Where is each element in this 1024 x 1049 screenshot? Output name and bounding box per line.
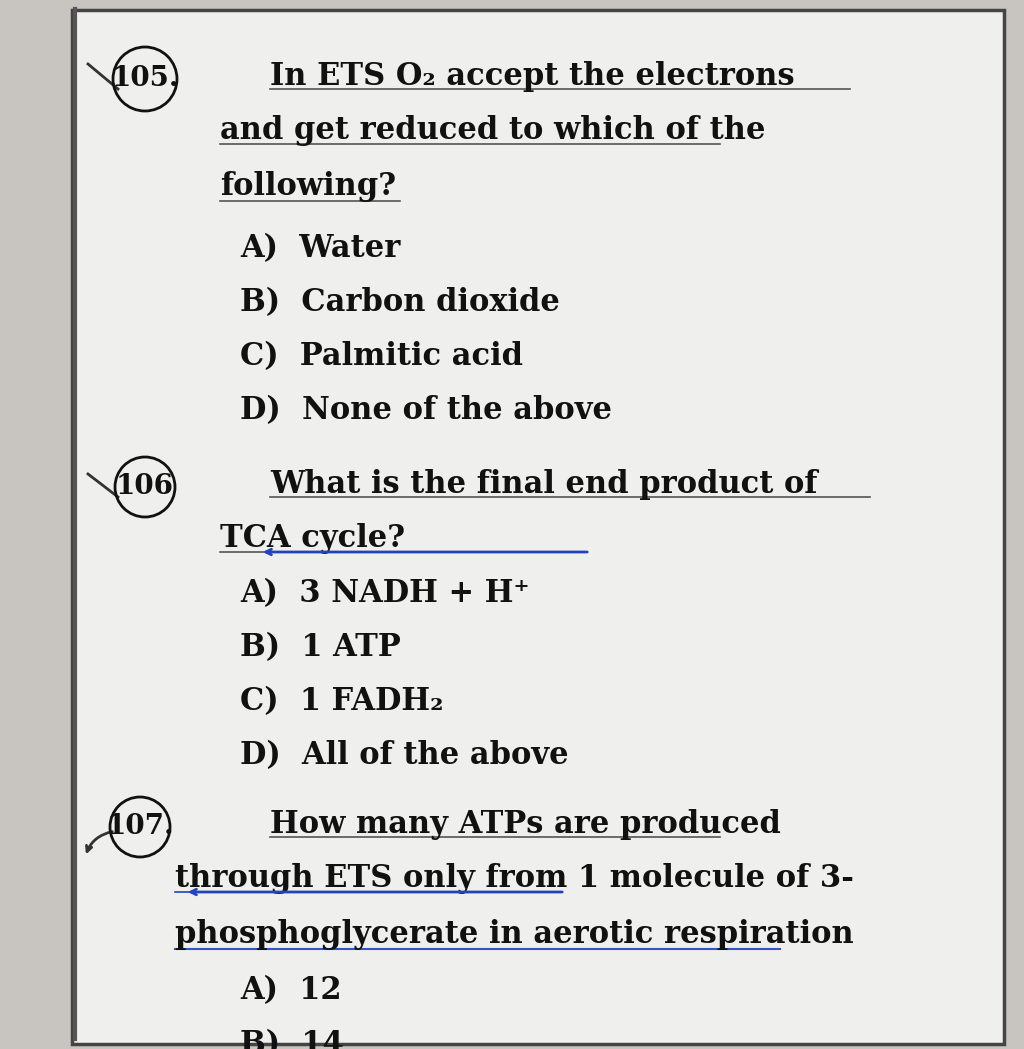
Text: through ETS only from 1 molecule of 3-: through ETS only from 1 molecule of 3- (175, 863, 854, 895)
Text: and get reduced to which of the: and get reduced to which of the (220, 115, 766, 147)
Text: 106: 106 (116, 473, 174, 500)
Text: 107.: 107. (106, 814, 174, 840)
Text: In ETS O₂ accept the electrons: In ETS O₂ accept the electrons (270, 62, 795, 92)
Text: D)  None of the above: D) None of the above (240, 395, 612, 427)
Text: C)  Palmitic acid: C) Palmitic acid (240, 342, 523, 372)
Text: How many ATPs are produced: How many ATPs are produced (270, 809, 781, 839)
Text: What is the final end product of: What is the final end product of (270, 469, 817, 499)
Text: A)  Water: A) Water (240, 234, 400, 264)
Text: TCA cycle?: TCA cycle? (220, 523, 406, 555)
Text: B)  1 ATP: B) 1 ATP (240, 633, 400, 664)
Text: B)  Carbon dioxide: B) Carbon dioxide (240, 287, 560, 319)
FancyBboxPatch shape (72, 10, 1004, 1044)
Text: phosphoglycerate in aerotic respiration: phosphoglycerate in aerotic respiration (175, 920, 854, 950)
Text: B)  14: B) 14 (240, 1029, 344, 1049)
Text: 105.: 105. (112, 65, 179, 92)
Text: C)  1 FADH₂: C) 1 FADH₂ (240, 686, 443, 718)
Text: A)  3 NADH + H⁺: A) 3 NADH + H⁺ (240, 578, 529, 609)
Text: D)  All of the above: D) All of the above (240, 741, 568, 771)
Text: A)  12: A) 12 (240, 976, 342, 1006)
Text: following?: following? (220, 171, 396, 202)
